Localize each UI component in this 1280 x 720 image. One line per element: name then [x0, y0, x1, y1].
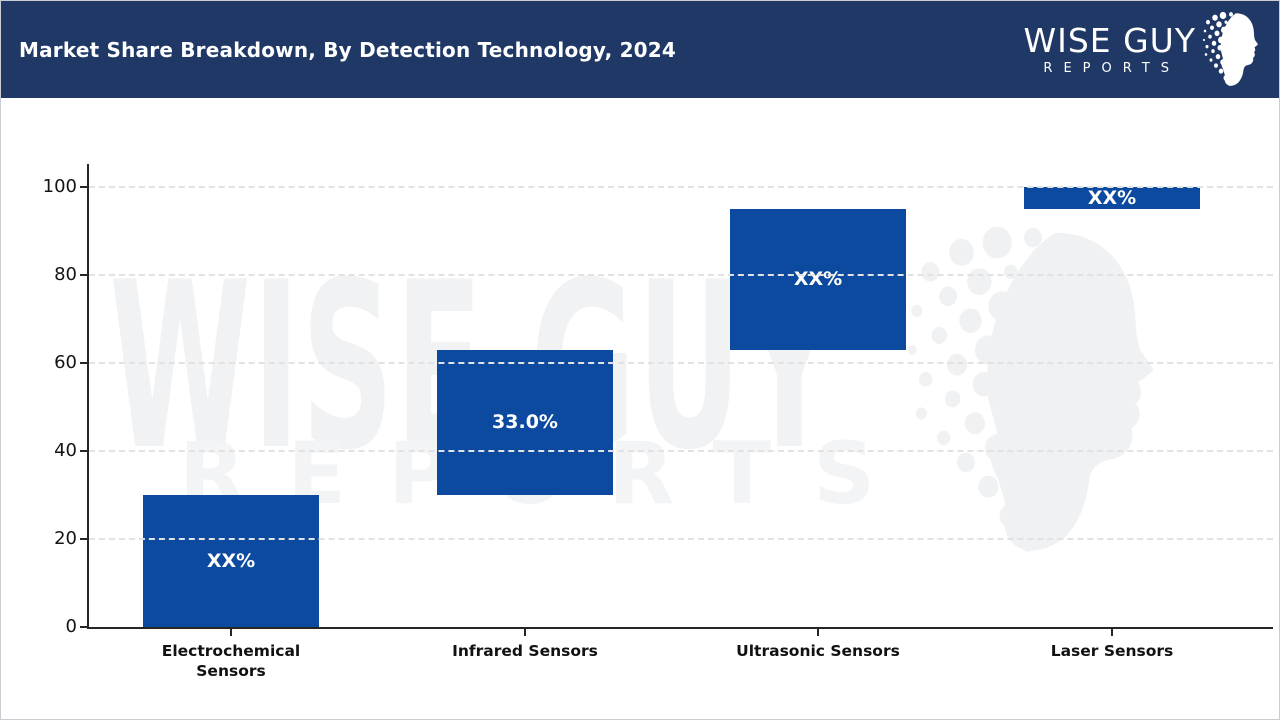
x-tick-mark [1111, 629, 1113, 636]
logo-subtitle: REPORTS [1043, 60, 1181, 76]
x-axis-line [87, 627, 1273, 629]
bar-value-label: 33.0% [492, 411, 558, 434]
x-tick-mark [817, 629, 819, 636]
x-tick-mark [230, 629, 232, 636]
watermark-face-icon [907, 226, 1154, 552]
y-tick-label: 40 [54, 440, 77, 461]
bar-3: XX% [730, 209, 906, 350]
y-tick-mark [80, 186, 87, 188]
y-tick-label: 80 [54, 264, 77, 285]
category-label: Laser Sensors [1050, 642, 1174, 660]
y-tick-mark [80, 626, 87, 628]
gridline [89, 450, 1273, 452]
y-tick-label: 60 [54, 352, 77, 373]
bar-1: XX% [143, 495, 319, 627]
category-label: Ultrasonic Sensors [736, 642, 900, 660]
gridline [89, 538, 1273, 540]
bar-value-label: XX% [1087, 187, 1137, 209]
y-tick-label: 20 [54, 528, 77, 549]
y-tick-label: 0 [65, 616, 77, 637]
x-tick-mark [524, 629, 526, 636]
y-tick-mark [80, 538, 87, 540]
header-bar: Market Share Breakdown, By Detection Tec… [1, 1, 1279, 98]
y-tick-mark [80, 362, 87, 364]
brand-logo: WISE GUY REPORTS [1023, 11, 1261, 89]
y-tick-mark [80, 450, 87, 452]
bar-4: XX% [1024, 187, 1200, 209]
bar-2: 33.0% [437, 349, 613, 495]
gridline [89, 362, 1273, 364]
logo-wordmark: WISE GUY [1023, 20, 1196, 60]
chart-title: Market Share Breakdown, By Detection Tec… [19, 37, 677, 62]
bar-value-label: XX% [793, 268, 843, 291]
logo-face-icon [1203, 11, 1258, 86]
category-label: Electrochemical Sensors [161, 642, 301, 680]
gridline [89, 274, 1273, 276]
y-axis-line [87, 164, 89, 629]
bar-value-label: XX% [206, 550, 256, 572]
category-label: Infrared Sensors [452, 642, 598, 660]
logo-text: WISE GUY REPORTS [1023, 24, 1196, 76]
y-tick-mark [80, 274, 87, 276]
y-tick-label: 100 [42, 176, 77, 197]
gridline [89, 186, 1273, 188]
